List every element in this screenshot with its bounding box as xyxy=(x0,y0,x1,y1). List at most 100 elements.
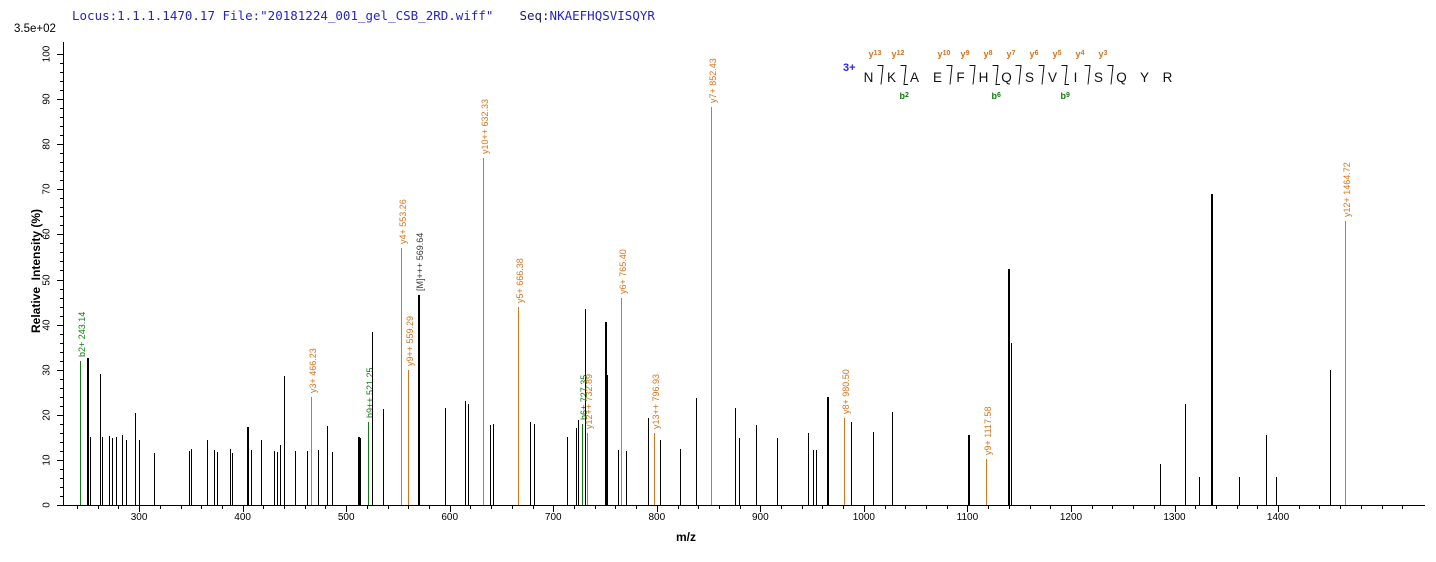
y-tick xyxy=(60,81,63,83)
residue-letter: I xyxy=(1073,70,1078,85)
x-tick xyxy=(1236,506,1238,509)
x-tick-label: 400 xyxy=(234,512,251,523)
cleavage-site: y10 xyxy=(938,49,954,88)
spectrum-peak xyxy=(968,435,970,505)
x-tick xyxy=(470,506,472,509)
x-tick xyxy=(1112,506,1114,509)
y-tick xyxy=(60,360,63,362)
x-tick xyxy=(615,506,617,509)
spectrum-peak xyxy=(1266,435,1267,505)
spectrum-peak xyxy=(1199,477,1200,505)
spectrum-peak xyxy=(307,450,308,505)
spectrum-peak xyxy=(109,435,110,505)
peak-label: y7+ 852.43 xyxy=(707,57,718,103)
spectrum-peak xyxy=(327,426,328,505)
y-tick xyxy=(60,72,63,74)
x-tick xyxy=(408,506,410,509)
y-tick xyxy=(60,90,63,92)
x-tick xyxy=(325,506,327,509)
fragment-ion-peak xyxy=(1345,220,1346,505)
y-tick xyxy=(60,216,63,218)
spectrum-peak xyxy=(576,428,577,505)
spectrum-peak xyxy=(126,439,127,505)
x-tick xyxy=(926,506,927,509)
y-tick xyxy=(57,234,63,236)
residue-letter: N xyxy=(863,70,874,85)
residue-letter: F xyxy=(956,70,965,85)
x-tick-label: 1200 xyxy=(1059,512,1083,523)
spectrum-peak xyxy=(191,448,192,505)
y-tick xyxy=(57,459,63,461)
x-tick xyxy=(801,506,803,509)
x-tick xyxy=(863,506,865,512)
spectrum-peak xyxy=(696,398,697,505)
y-tick xyxy=(60,270,63,272)
x-tick xyxy=(511,506,513,509)
y-tick xyxy=(60,108,63,110)
y-tick-label: 20 xyxy=(41,409,53,421)
y-tick xyxy=(60,297,63,299)
fragment-ion-peak xyxy=(986,458,987,505)
x-tick-label: 300 xyxy=(130,512,148,523)
spectrum-peak xyxy=(383,408,384,505)
spectrum-peak xyxy=(618,449,619,505)
fragment-ion-peak xyxy=(582,423,583,505)
x-tick xyxy=(656,506,658,512)
residue-letter: S xyxy=(1025,70,1035,85)
x-tick xyxy=(429,506,430,509)
spectrum-peak xyxy=(607,375,608,505)
spectrum-peak xyxy=(585,308,586,505)
fragment-ion-peak xyxy=(368,422,369,505)
precursor-charge: 3+ xyxy=(843,62,856,74)
b-ion-tag: b2 xyxy=(899,91,909,101)
x-tick xyxy=(1050,506,1052,509)
x-tick xyxy=(1278,506,1280,512)
x-tick-label: 700 xyxy=(544,512,562,523)
b-ion-tag: b9 xyxy=(1060,91,1070,101)
spectrum-peak xyxy=(808,433,809,505)
spectrum-peak xyxy=(578,420,579,505)
cleavage-bracket-icon xyxy=(1038,65,1045,85)
y-tick-label: 60 xyxy=(41,228,53,240)
y-tick xyxy=(60,432,63,434)
spectrum-peak xyxy=(277,451,278,505)
spectrum-peak xyxy=(827,397,829,505)
x-tick xyxy=(304,506,306,509)
y-tick-label: 50 xyxy=(41,273,53,286)
x-tick xyxy=(263,506,265,509)
y-tick xyxy=(60,225,63,227)
spectrum-peak xyxy=(813,449,814,505)
y-tick xyxy=(60,351,63,353)
spectrum-peak xyxy=(1211,193,1213,505)
y-tick xyxy=(60,288,63,290)
x-tick xyxy=(159,506,161,509)
x-tick xyxy=(449,506,451,512)
spectrum-peak xyxy=(247,427,249,505)
x-tick xyxy=(967,506,969,512)
residue-letter: E xyxy=(933,70,943,85)
y-ion-tag: y3 xyxy=(1098,49,1108,59)
spectrum-peak xyxy=(139,439,140,505)
x-tick xyxy=(553,506,555,512)
cleavage-bracket-icon xyxy=(1015,65,1022,85)
spectrum-peak xyxy=(1276,477,1277,505)
y-tick-label: 70 xyxy=(41,183,53,195)
cleavage-site: y7 xyxy=(1007,49,1023,88)
x-tick xyxy=(1340,506,1342,509)
spectrum-peak xyxy=(284,376,285,505)
spectrum-peak xyxy=(135,412,136,505)
fragment-ion-peak xyxy=(711,106,712,505)
y-tick xyxy=(57,189,63,191)
y-tick xyxy=(57,99,63,101)
y-ion-tag: y13 xyxy=(868,49,882,59)
x-tick xyxy=(988,506,990,509)
spectrum-peak xyxy=(1239,477,1240,505)
x-tick xyxy=(1381,506,1383,509)
spectrum-peak xyxy=(360,438,361,505)
x-tick xyxy=(594,506,596,509)
y-tick-label: 90 xyxy=(41,93,53,105)
cleavage-bracket-icon xyxy=(946,65,953,85)
spectrum-peak xyxy=(567,437,568,505)
